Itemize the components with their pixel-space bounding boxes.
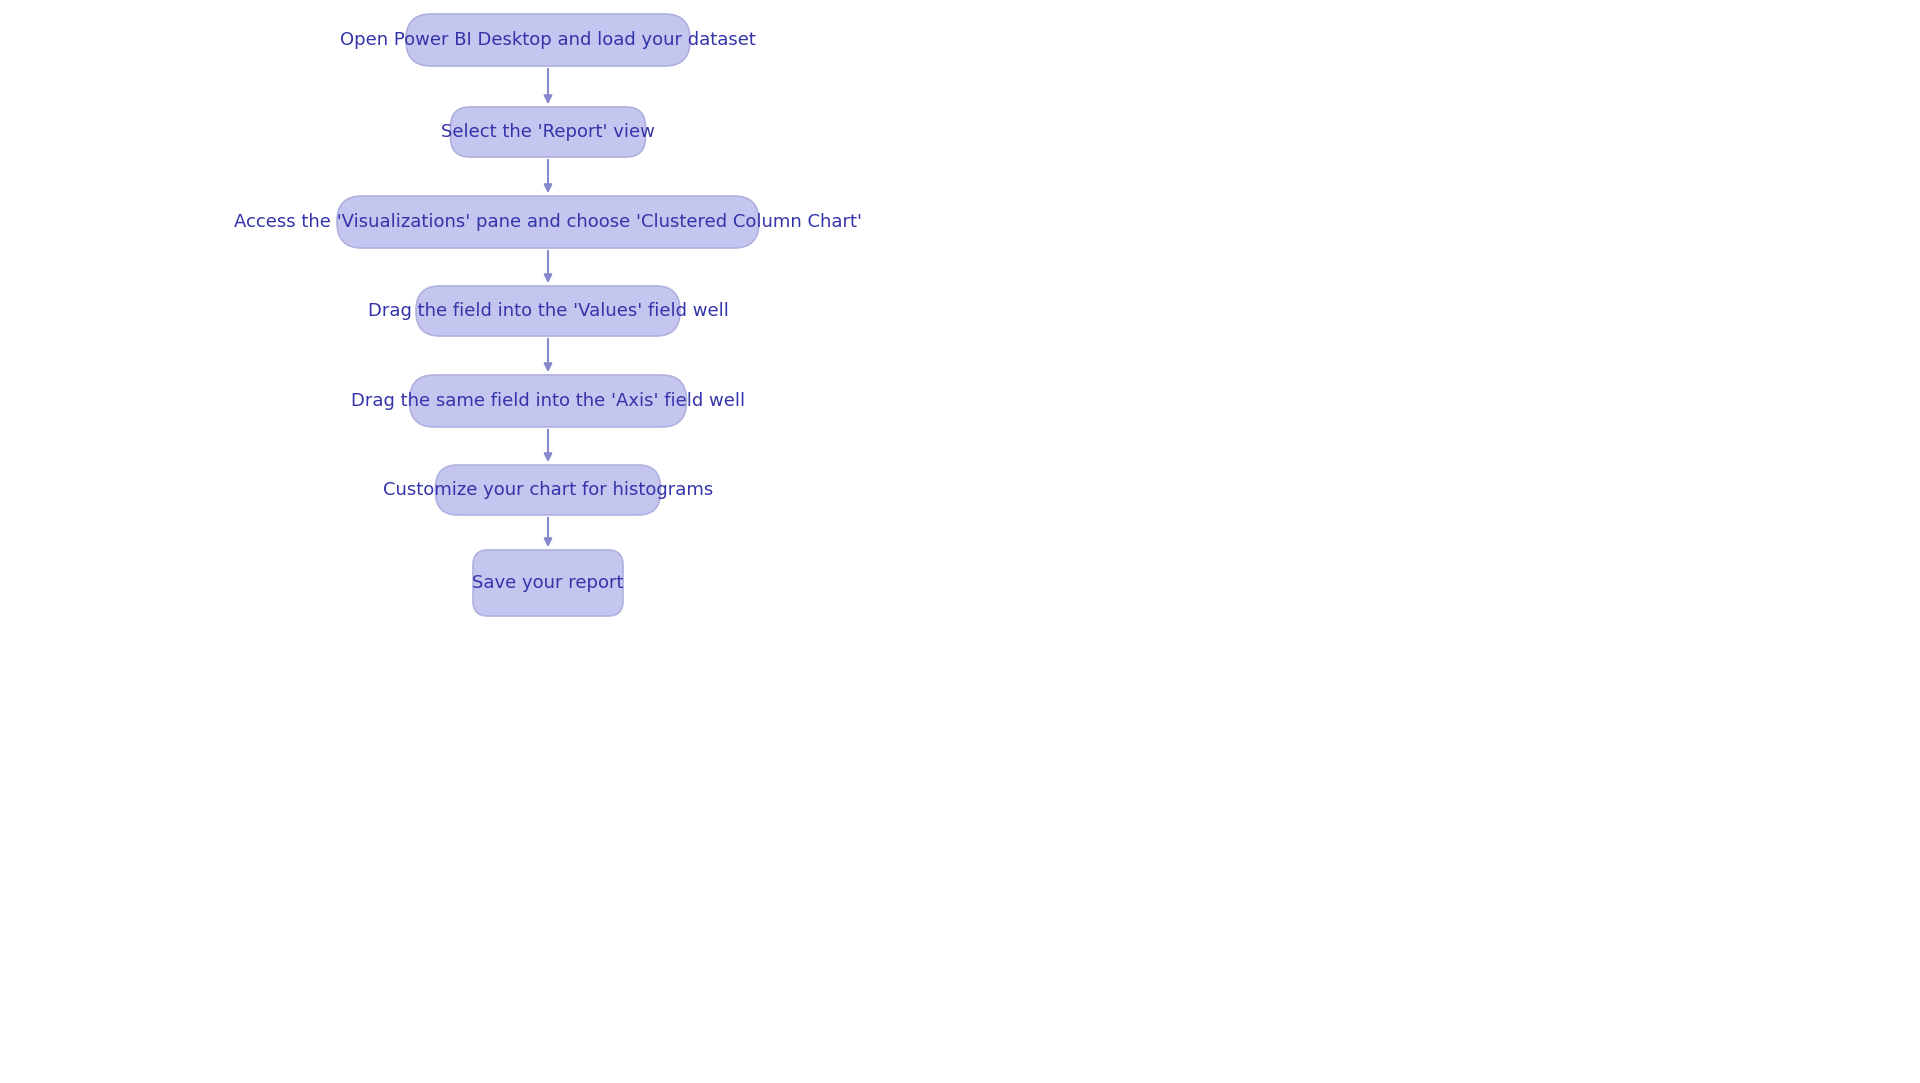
FancyBboxPatch shape bbox=[405, 14, 689, 66]
FancyBboxPatch shape bbox=[417, 286, 680, 336]
Text: Select the 'Report' view: Select the 'Report' view bbox=[442, 123, 655, 141]
Text: Drag the same field into the 'Axis' field well: Drag the same field into the 'Axis' fiel… bbox=[351, 392, 745, 410]
Text: Open Power BI Desktop and load your dataset: Open Power BI Desktop and load your data… bbox=[340, 31, 756, 49]
Text: Customize your chart for histograms: Customize your chart for histograms bbox=[382, 481, 712, 499]
Text: Access the 'Visualizations' pane and choose 'Clustered Column Chart': Access the 'Visualizations' pane and cho… bbox=[234, 213, 862, 231]
Text: Save your report: Save your report bbox=[472, 574, 624, 592]
FancyBboxPatch shape bbox=[436, 465, 660, 516]
FancyBboxPatch shape bbox=[338, 196, 758, 248]
FancyBboxPatch shape bbox=[409, 375, 687, 427]
Text: Drag the field into the 'Values' field well: Drag the field into the 'Values' field w… bbox=[367, 302, 728, 319]
FancyBboxPatch shape bbox=[451, 107, 645, 157]
FancyBboxPatch shape bbox=[472, 550, 622, 616]
